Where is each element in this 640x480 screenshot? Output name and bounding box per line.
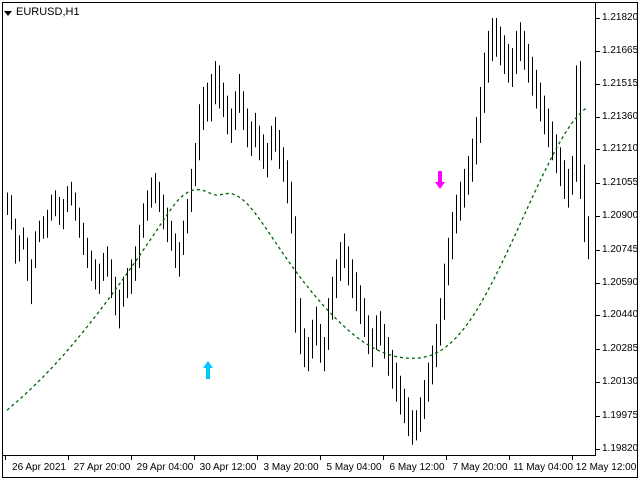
sell-arrow [435,171,445,189]
plot-area[interactable] [3,3,595,455]
price-plot [6,18,589,445]
x-axis-label: 30 Apr 12:00 [199,462,257,473]
x-axis-tick [5,456,6,460]
y-axis-label: 1.19820 [602,443,639,454]
y-axis-tick [596,83,600,85]
moving-average-line [6,106,589,411]
y-axis-tick [596,51,600,53]
y-axis-label: 1.19975 [602,409,639,421]
y-axis-tick [596,182,600,184]
x-axis-tick [446,456,447,460]
y-axis-label: 1.20285 [602,342,639,354]
x-axis-label: 6 May 12:00 [389,462,445,473]
x-axis[interactable]: 26 Apr 2021 27 Apr 20:00 29 Apr 04:00 30 Ap… [0,456,640,480]
y-axis-label: 1.21665 [602,45,639,57]
y-axis-tick [596,449,600,450]
x-axis-label: 7 May 20:00 [452,462,508,473]
y-axis-label: 1.21210 [602,143,639,155]
y-axis-line [595,3,596,456]
ohlc-bars [7,18,589,445]
y-axis-tick [596,117,600,119]
chevron-down-icon[interactable] [4,10,12,16]
y-axis-tick [596,249,600,251]
buy-arrow [203,361,213,379]
y-axis-tick [596,382,600,384]
y-axis-tick [596,18,600,19]
x-axis-tick [320,456,321,460]
x-axis-tick [383,456,384,460]
symbol-bar[interactable]: EURUSD,H1 [4,3,84,21]
x-axis-tick [131,456,132,460]
page-title: EURUSD,H1 [16,6,80,18]
y-axis-label: 1.21820 [602,12,639,23]
x-axis-label: 26 Apr 2021 [12,462,66,473]
x-axis-label: 3 May 20:00 [263,462,319,473]
y-axis-label: 1.20745 [602,243,639,255]
x-axis-tick [194,456,195,460]
ma-path [6,106,589,411]
x-axis-label: 11 May 04:00 [513,462,573,473]
y-axis-label: 1.21360 [602,111,639,123]
x-axis-label: 5 May 04:00 [326,462,382,473]
x-axis-line [3,455,596,456]
x-axis-label: 29 Apr 04:00 [136,462,194,473]
y-axis-tick [596,149,600,151]
y-axis-tick [596,348,600,350]
y-axis-tick [596,283,600,285]
y-axis[interactable]: 1.21820 1.21665 1.21515 1.21360 1.21210 1.210… [596,0,640,460]
y-axis-label: 1.20900 [602,210,639,222]
x-axis-label: 12 May 12:00 [575,462,637,473]
x-axis-tick [68,456,69,460]
y-axis-tick [596,315,600,317]
x-axis-tick [257,456,258,460]
signal-arrows [203,171,445,379]
y-axis-label: 1.21055 [602,176,639,188]
y-axis-label: 1.20130 [602,376,639,388]
y-axis-label: 1.20440 [602,309,639,321]
buy-arrow-glyph [203,361,213,379]
y-axis-label: 1.20590 [602,277,639,289]
x-axis-tick [509,456,510,460]
x-axis-tick [572,456,573,460]
y-axis-tick [596,415,600,417]
x-axis-label: 27 Apr 20:00 [73,462,131,473]
sell-arrow-glyph [435,171,445,189]
y-axis-label: 1.21515 [602,77,639,89]
y-axis-tick [596,216,600,218]
